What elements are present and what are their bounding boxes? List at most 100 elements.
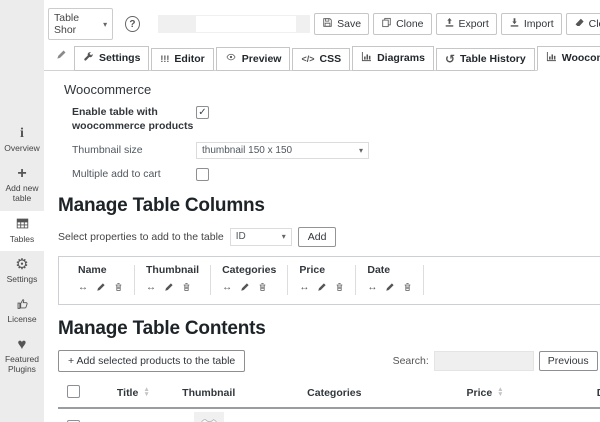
main-content: Table Shor ▾ ? Save Clone Export: [44, 0, 600, 422]
heart-icon: ♥: [17, 336, 27, 354]
trash-icon[interactable]: [114, 279, 123, 297]
table-title-input[interactable]: [195, 16, 296, 32]
sidebar-item-label: Settings: [6, 273, 38, 284]
help-icon[interactable]: ?: [125, 16, 140, 32]
tab-settings[interactable]: Settings: [74, 46, 150, 71]
export-button[interactable]: Export: [435, 13, 497, 35]
tab-table-history[interactable]: ↺ Table History: [435, 48, 535, 71]
product-title: White T-Shirt: [89, 408, 177, 422]
enable-table-checkbox[interactable]: ✓: [196, 106, 209, 119]
clone-button[interactable]: Clone: [373, 13, 432, 35]
manage-contents-title: Manage Table Contents: [58, 317, 266, 339]
header-date[interactable]: Date▲▼: [541, 379, 600, 409]
header-label: Date: [597, 387, 600, 399]
move-icon[interactable]: ↔: [146, 281, 156, 293]
search-label: Search:: [392, 354, 429, 367]
import-button[interactable]: Import: [500, 13, 562, 35]
search-input[interactable]: [433, 350, 534, 371]
save-icon: [322, 17, 333, 31]
row-checkbox[interactable]: [67, 419, 81, 422]
property-select[interactable]: ID ▾: [229, 227, 292, 246]
tab-css[interactable]: </> CSS: [292, 48, 351, 71]
trash-icon[interactable]: [182, 279, 191, 297]
trash-icon[interactable]: [258, 279, 267, 297]
sidebar-item-settings[interactable]: ⚙ Settings: [0, 251, 44, 291]
header-title[interactable]: Title ▲ ▼: [89, 379, 178, 409]
thumbnail-size-label: Thumbnail size: [72, 143, 143, 156]
product-date: 2018-11-09 17:34:39: [542, 408, 600, 422]
thumbnail-size-select[interactable]: thumbnail 150 x 150 ▾: [196, 142, 369, 160]
move-icon[interactable]: ↔: [367, 281, 378, 293]
table-row: White T-Shirt FemaleMaleT-ShirtsUnisex £…: [58, 408, 600, 422]
tab-label: Preview: [241, 52, 282, 65]
add-selected-products-button[interactable]: + Add selected products to the table: [58, 349, 246, 372]
trash-icon[interactable]: [335, 279, 344, 297]
sidebar-item-add-new-table[interactable]: + Add new table: [0, 160, 44, 210]
sort-icon: ▲ ▼: [497, 386, 504, 398]
contents-controls: + Add selected products to the table Sea…: [58, 349, 600, 372]
sidebar-item-label: Featured Plugins: [4, 354, 40, 375]
sidebar-item-label: Add new table: [5, 183, 39, 204]
code-icon: </>: [301, 54, 315, 64]
enable-table-label: Enable table with woocommerce products: [72, 106, 194, 132]
edit-pencil-icon[interactable]: [164, 279, 174, 297]
toolbar: Table Shor ▾ ? Save Clone Export: [44, 0, 600, 43]
trash-icon[interactable]: [403, 279, 412, 297]
tab-label: Woocommerce: [561, 52, 600, 64]
save-button[interactable]: Save: [314, 13, 370, 35]
sidebar-item-overview[interactable]: i Overview: [0, 120, 44, 160]
sidebar-item-featured-plugins[interactable]: ♥ Featured Plugins: [0, 331, 44, 381]
column-chip-label: Price: [299, 263, 326, 276]
edit-pencil-icon[interactable]: [56, 47, 67, 65]
clear-button[interactable]: Clear: [565, 13, 600, 35]
chart-icon: [361, 51, 372, 65]
edit-pencil-icon[interactable]: [240, 279, 250, 297]
sort-icon: ▲ ▼: [143, 386, 150, 398]
tab-label: CSS: [319, 53, 342, 65]
sidebar-item-tables[interactable]: Tables: [0, 210, 44, 251]
edit-pencil-icon[interactable]: [317, 279, 327, 297]
sidebar-item-label: License: [7, 313, 37, 324]
select-all-checkbox[interactable]: [67, 384, 81, 398]
info-icon: i: [20, 126, 24, 141]
header-price[interactable]: Price ▲ ▼: [428, 379, 542, 409]
tab-label: Diagrams: [377, 52, 425, 64]
sidebar-item-label: Tables: [9, 233, 35, 244]
table-selector-value: Table Shor: [54, 12, 80, 36]
table-selector[interactable]: Table Shor ▾: [48, 8, 114, 40]
edit-pencil-icon[interactable]: [96, 279, 106, 297]
move-icon[interactable]: ↔: [299, 281, 310, 293]
export-icon: [444, 17, 455, 31]
woocommerce-section-title: Woocommerce: [64, 82, 152, 97]
manage-columns-title: Manage Table Columns: [58, 194, 265, 216]
chevron-down-icon: ▾: [103, 19, 108, 29]
divider: [287, 265, 289, 296]
move-icon[interactable]: ↔: [222, 281, 233, 293]
products-table: Title ▲▼ Thumbnail Categories Price ▲▼ Dat…: [58, 379, 600, 422]
sidebar: i Overview + Add new table Tables ⚙ Sett…: [0, 0, 44, 422]
tab-woocommerce[interactable]: Woocommerce: [536, 46, 600, 71]
import-icon: [509, 17, 520, 31]
button-label: Export: [458, 18, 489, 30]
tab-editor[interactable]: !!! Editor: [151, 48, 214, 71]
sidebar-item-label: Overview: [4, 143, 40, 153]
add-column-button[interactable]: Add: [297, 226, 337, 247]
move-icon[interactable]: ↔: [78, 281, 88, 293]
product-thumbnail-white-tshirt: [193, 411, 224, 422]
tab-diagrams[interactable]: Diagrams: [352, 46, 434, 71]
product-price: £10.00£7.00: [429, 408, 542, 422]
multiple-add-row: Multiple add to cart: [72, 168, 600, 182]
pagination-previous-button[interactable]: Previous: [538, 350, 598, 371]
tab-preview[interactable]: Preview: [215, 47, 291, 71]
divider: [423, 265, 425, 296]
header-select-all: [58, 379, 90, 409]
header-label: Categories: [307, 386, 362, 399]
edit-pencil-icon[interactable]: [385, 279, 395, 297]
multiple-add-checkbox[interactable]: [196, 168, 209, 182]
tab-label: Editor: [174, 53, 205, 65]
divider: [210, 265, 212, 296]
sidebar-item-license[interactable]: License: [0, 291, 44, 331]
column-chip-thumbnail: Thumbnail ↔: [135, 264, 210, 297]
tab-label: Settings: [99, 52, 141, 64]
